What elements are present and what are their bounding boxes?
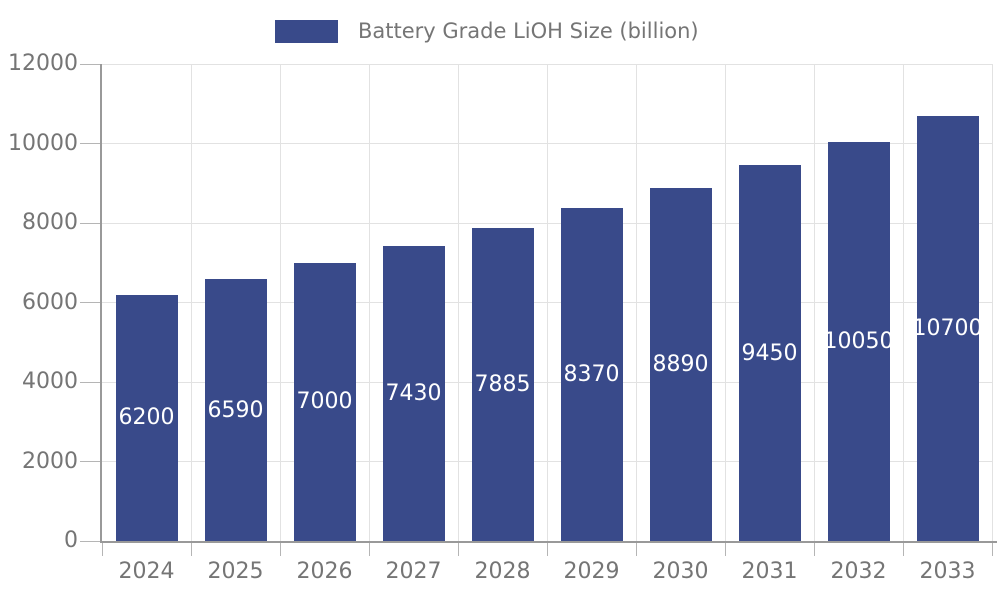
x-tick-mark <box>902 542 904 556</box>
gridline-v <box>813 64 815 541</box>
x-tick-label: 2028 <box>474 559 531 584</box>
x-tick-mark <box>368 542 370 556</box>
gridline-v <box>724 64 726 541</box>
x-tick-mark <box>546 542 548 556</box>
y-tick-label: 12000 <box>8 51 78 76</box>
bar-2030: 8890 <box>649 187 712 541</box>
x-tick-label: 2026 <box>296 559 353 584</box>
bar-value-label: 9450 <box>741 340 798 366</box>
y-tick-mark <box>80 381 102 383</box>
bar-2026: 7000 <box>293 262 356 541</box>
x-tick-label: 2030 <box>652 559 709 584</box>
bar-value-label: 7885 <box>474 371 531 397</box>
gridline-v <box>190 64 192 541</box>
x-tick-mark <box>101 542 103 556</box>
y-tick-mark <box>80 222 102 224</box>
bar-2033: 10700 <box>913 115 983 541</box>
y-axis-line <box>100 64 102 543</box>
x-tick-mark <box>279 542 281 556</box>
bar-value-label: 10700 <box>912 315 983 341</box>
bar-value-label: 8890 <box>652 351 709 377</box>
legend: Battery Grade LiOH Size (billion) <box>275 20 699 43</box>
y-tick-mark <box>80 143 102 144</box>
bar-2024: 6200 <box>115 294 178 541</box>
legend-label: Battery Grade LiOH Size (billion) <box>358 19 699 43</box>
x-tick-label: 2024 <box>118 559 175 584</box>
bar-2025: 6590 <box>204 279 267 541</box>
x-tick-label: 2027 <box>385 559 442 584</box>
gridline-v <box>279 64 281 541</box>
y-tick-label: 10000 <box>8 130 78 156</box>
x-tick-label: 2031 <box>741 559 798 584</box>
bar-value-label: 7000 <box>296 389 353 415</box>
x-tick-mark <box>813 542 815 556</box>
x-tick-label: 2029 <box>563 559 620 584</box>
y-tick-mark <box>80 461 102 462</box>
x-tick-mark <box>724 542 726 556</box>
x-tick-label: 2033 <box>919 559 976 584</box>
gridline-v <box>368 64 370 541</box>
y-tick-mark <box>80 302 102 303</box>
bar-2028: 7885 <box>471 227 534 541</box>
bar-value-label: 6590 <box>207 397 264 423</box>
bar-2027: 7430 <box>382 245 445 541</box>
gridline-v <box>546 64 548 541</box>
x-tick-label: 2025 <box>207 559 264 584</box>
gridline-v <box>457 64 459 541</box>
gridline-v <box>991 64 993 541</box>
y-tick-label: 6000 <box>22 289 78 315</box>
bar-2031: 9450 <box>738 165 801 541</box>
y-tick-label: 4000 <box>22 369 78 394</box>
y-tick-label: 0 <box>64 528 78 553</box>
bar-value-label: 6200 <box>118 405 175 431</box>
y-tick-label: 2000 <box>22 448 78 474</box>
x-tick-mark <box>635 542 637 556</box>
bar-value-label: 7430 <box>385 380 442 406</box>
y-tick-mark <box>80 540 102 542</box>
x-tick-mark <box>991 542 993 556</box>
bar-value-label: 8370 <box>563 362 620 388</box>
y-tick-label: 8000 <box>22 210 78 235</box>
bar-value-label: 10050 <box>823 328 894 354</box>
x-tick-mark <box>457 542 459 556</box>
bar-2032: 10050 <box>824 141 894 541</box>
gridline-v <box>902 64 904 541</box>
x-tick-mark <box>190 542 192 556</box>
gridline-v <box>635 64 637 541</box>
bar-2029: 8370 <box>560 208 623 541</box>
x-axis-line <box>100 541 997 543</box>
legend-swatch <box>275 20 338 43</box>
x-tick-label: 2032 <box>830 559 887 584</box>
y-tick-mark <box>80 63 102 65</box>
